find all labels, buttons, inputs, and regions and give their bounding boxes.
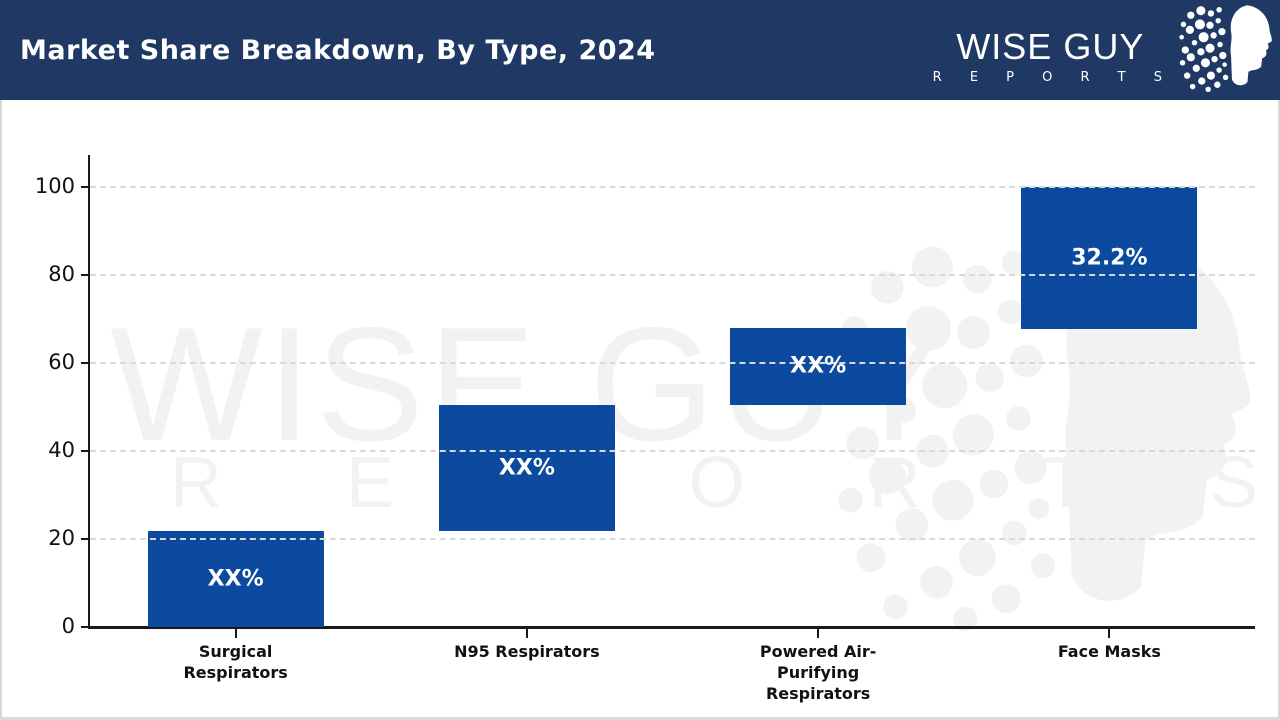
gridline-y40	[90, 450, 1255, 452]
x-tick-mark-1	[234, 629, 237, 638]
bar-value-label-3: XX%	[790, 353, 847, 379]
logo-wordmark-line2: R E P O R T S	[932, 69, 1174, 85]
bar-4	[1021, 187, 1198, 329]
logo-wordmark: WISE GUY R E P O R T S	[927, 26, 1174, 85]
x-tick-label-1: Surgical Respirators	[183, 642, 288, 682]
x-tick-mark-3	[817, 629, 820, 638]
page-title: Market Share Breakdown, By Type, 2024	[20, 34, 656, 66]
x-tick-label-4: Face Masks	[1057, 642, 1161, 661]
x-tick-label-2: N95 Respirators	[454, 642, 600, 661]
y-tick-label-60: 60	[48, 350, 75, 374]
x-axis	[88, 626, 1255, 629]
y-tick-mark-100	[81, 186, 89, 188]
bar-value-label-2: XX%	[498, 455, 555, 481]
y-tick-mark-0	[81, 626, 89, 628]
y-tick-label-80: 80	[48, 262, 75, 286]
y-tick-mark-80	[81, 274, 89, 276]
bar-value-label-4: 32.2%	[1071, 245, 1148, 271]
gridline-y60	[90, 362, 1255, 364]
header: Market Share Breakdown, By Type, 2024 WI…	[0, 0, 1280, 100]
x-tick-mark-4	[1108, 629, 1111, 638]
bar-1	[147, 531, 324, 627]
y-tick-label-20: 20	[48, 526, 75, 550]
x-tick-label-3: Powered Air- Purifying Respirators	[759, 642, 877, 703]
gridline-y20	[90, 538, 1255, 540]
y-tick-label-100: 100	[34, 174, 75, 198]
y-tick-mark-60	[81, 362, 89, 364]
watermark-face-profile-dots-icon	[836, 242, 1251, 632]
face-profile-dots-icon	[1179, 5, 1272, 93]
bar-value-label-1: XX%	[207, 566, 264, 592]
y-axis	[88, 155, 90, 629]
x-tick-mark-2	[525, 629, 528, 638]
y-tick-mark-40	[81, 450, 89, 452]
wise-guy-logo: WISE GUY R E P O R T S	[927, 4, 1274, 96]
gridline-y80	[90, 274, 1255, 276]
gridline-y100	[90, 186, 1255, 188]
y-tick-mark-20	[81, 538, 89, 540]
y-tick-label-40: 40	[48, 438, 75, 462]
bar-3	[730, 327, 907, 405]
y-tick-label-0: 0	[61, 614, 75, 638]
bar-2	[438, 404, 615, 532]
chart-canvas: WISE GUY R E P O R T S 0 20 40 60 80 100 XX% Su…	[0, 100, 1280, 720]
logo-wordmark-line1: WISE GUY	[956, 25, 1145, 67]
